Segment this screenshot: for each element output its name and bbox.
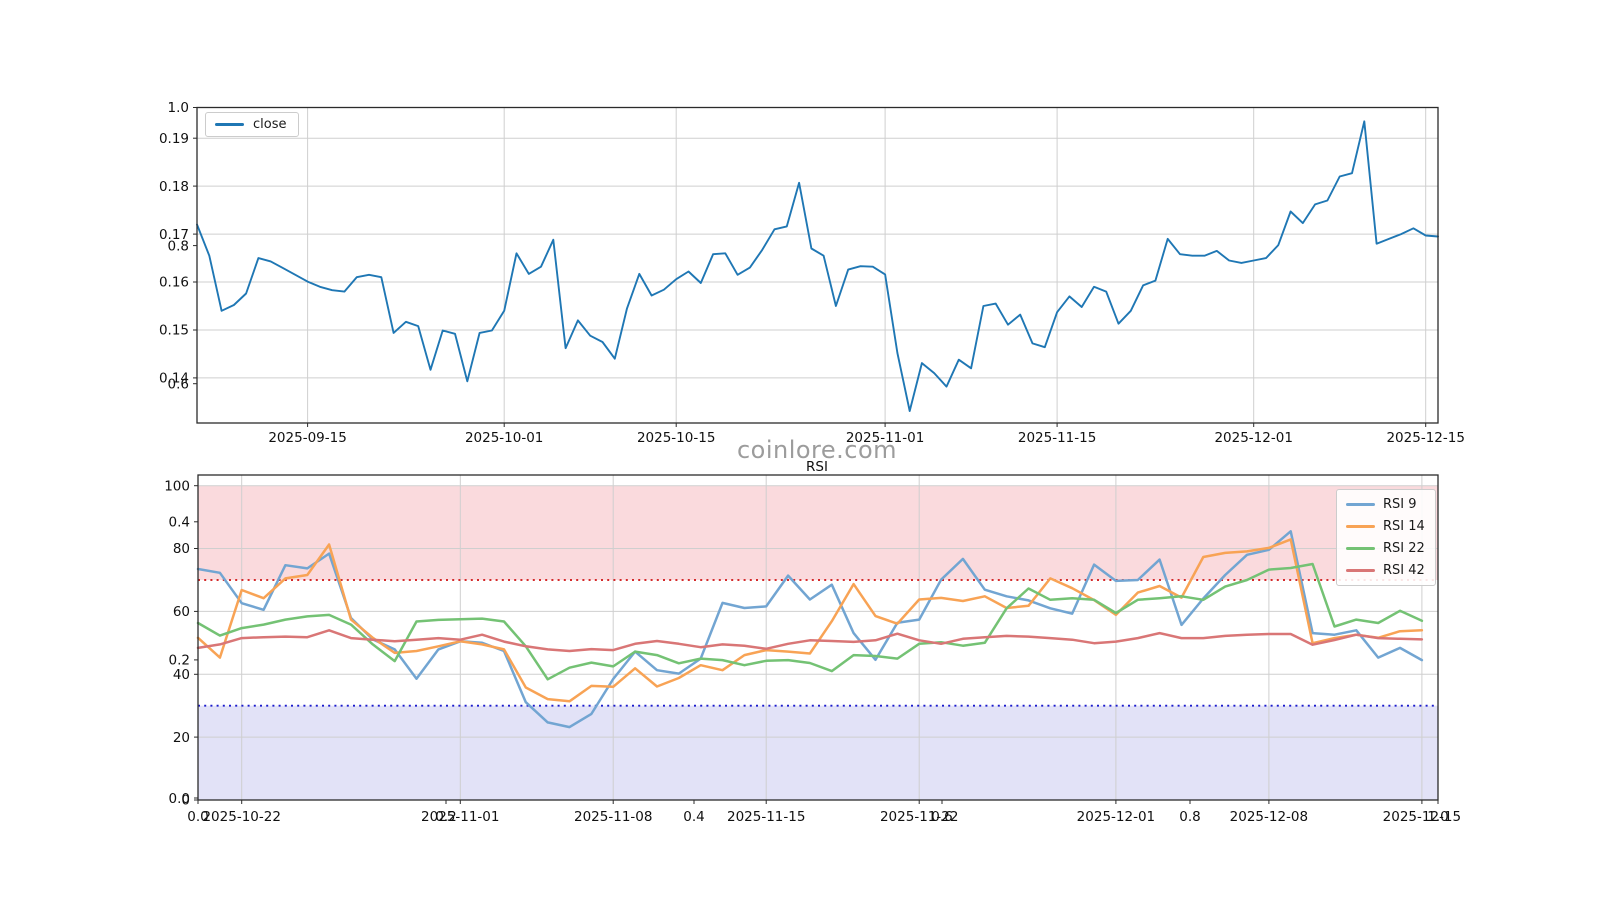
legend-rsi: RSI 9 RSI 14 RSI 22 RSI 42 — [1336, 489, 1436, 586]
secondary-y-tick-label: 0.4 — [169, 515, 190, 531]
secondary-x-tick-label: 0.6 — [931, 809, 952, 825]
rsi-14-line-sample — [1346, 525, 1375, 528]
legend-label-rsi-14: RSI 14 — [1383, 519, 1425, 534]
rsi-14-line — [196, 538, 1424, 703]
y-tick-label: 20 — [173, 730, 190, 746]
close-line-sample — [215, 123, 244, 126]
y-tick-label: 100 — [164, 478, 190, 494]
x-tick-label: 2025-11-01 — [421, 809, 499, 825]
y-tick-label: 0 — [181, 793, 190, 809]
x-tick-label: 2025-12-08 — [1230, 809, 1308, 825]
rsi-9-line-sample — [1346, 503, 1375, 506]
x-tick-label: 2025-11-22 — [880, 809, 958, 825]
y-tick-label: 80 — [173, 541, 190, 557]
rsi-22-line-sample — [1346, 547, 1375, 550]
y-tick-label: 60 — [173, 604, 190, 620]
x-tick-label: 2025-11-15 — [1018, 430, 1096, 446]
legend-label-rsi-22: RSI 22 — [1383, 541, 1425, 556]
legend-label-rsi-42: RSI 42 — [1383, 563, 1425, 578]
y-tick-label: 40 — [173, 667, 190, 683]
secondary-y-tick-label: 0.8 — [168, 238, 189, 254]
legend-row-rsi-22: RSI 22 — [1346, 541, 1425, 556]
rsi-panel-title: RSI — [806, 459, 828, 475]
x-tick-label: 2025-12-15 — [1383, 809, 1461, 825]
rsi-22-line — [196, 562, 1424, 681]
y-tick-label: 0.18 — [159, 179, 189, 195]
secondary-x-tick-label: 1.0 — [1427, 809, 1448, 825]
x-tick-label: 2025-12-15 — [1386, 430, 1464, 446]
secondary-x-tick-label: 0.4 — [683, 809, 704, 825]
x-tick-label: 2025-11-15 — [727, 809, 805, 825]
legend-row-rsi-42: RSI 42 — [1346, 563, 1425, 578]
rsi-9-line — [196, 530, 1424, 729]
y-tick-label: 0.15 — [159, 323, 189, 339]
legend-row-rsi-9: RSI 9 — [1346, 497, 1425, 512]
x-tick-label: 2025-09-15 — [268, 430, 346, 446]
oversold-zone — [198, 705, 1438, 800]
watermark: coinlore.com — [736, 436, 898, 464]
close-line — [196, 120, 1439, 412]
x-tick-label: 2025-10-15 — [637, 430, 715, 446]
x-tick-label: 2025-11-01 — [846, 430, 924, 446]
secondary-y-tick-label: 0.0 — [169, 791, 190, 807]
rsi-42-line — [196, 629, 1424, 653]
price-panel: 2025-09-15 2025-10-01 2025-10-15 2025-11-01… — [159, 100, 1465, 446]
y-tick-label: 0.19 — [159, 131, 189, 147]
secondary-y-tick-label: 0.6 — [168, 376, 189, 392]
legend-label-rsi-9: RSI 9 — [1383, 497, 1417, 512]
rsi-42-line-sample — [1346, 569, 1375, 572]
y-tick-label: 0.16 — [159, 275, 189, 291]
secondary-x-tick-label: 0.0 — [187, 809, 208, 825]
x-tick-label: 2025-12-01 — [1077, 809, 1155, 825]
x-tick-label: 2025-12-01 — [1214, 430, 1292, 446]
secondary-x-tick-label: 0.8 — [1179, 809, 1200, 825]
y-tick-label: 0.14 — [159, 371, 189, 387]
x-tick-label: 2025-10-22 — [202, 809, 280, 825]
secondary-y-tick-label: 1.0 — [168, 100, 189, 116]
price-frame — [196, 106, 1439, 424]
x-tick-label: 2025-10-01 — [465, 430, 543, 446]
legend-close: close — [205, 112, 300, 137]
secondary-y-tick-label: 0.2 — [169, 653, 190, 669]
y-tick-label: 0.17 — [159, 227, 189, 243]
legend-label-close: close — [253, 117, 287, 132]
x-tick-label: 2025-11-08 — [574, 809, 652, 825]
rsi-panel: 2025-10-22 2025-11-01 2025-11-08 2025-11-15… — [164, 474, 1461, 825]
secondary-x-tick-label: 0.2 — [435, 809, 456, 825]
legend-row-rsi-14: RSI 14 — [1346, 519, 1425, 534]
rsi-frame — [197, 474, 1439, 801]
overbought-zone — [198, 485, 1438, 580]
